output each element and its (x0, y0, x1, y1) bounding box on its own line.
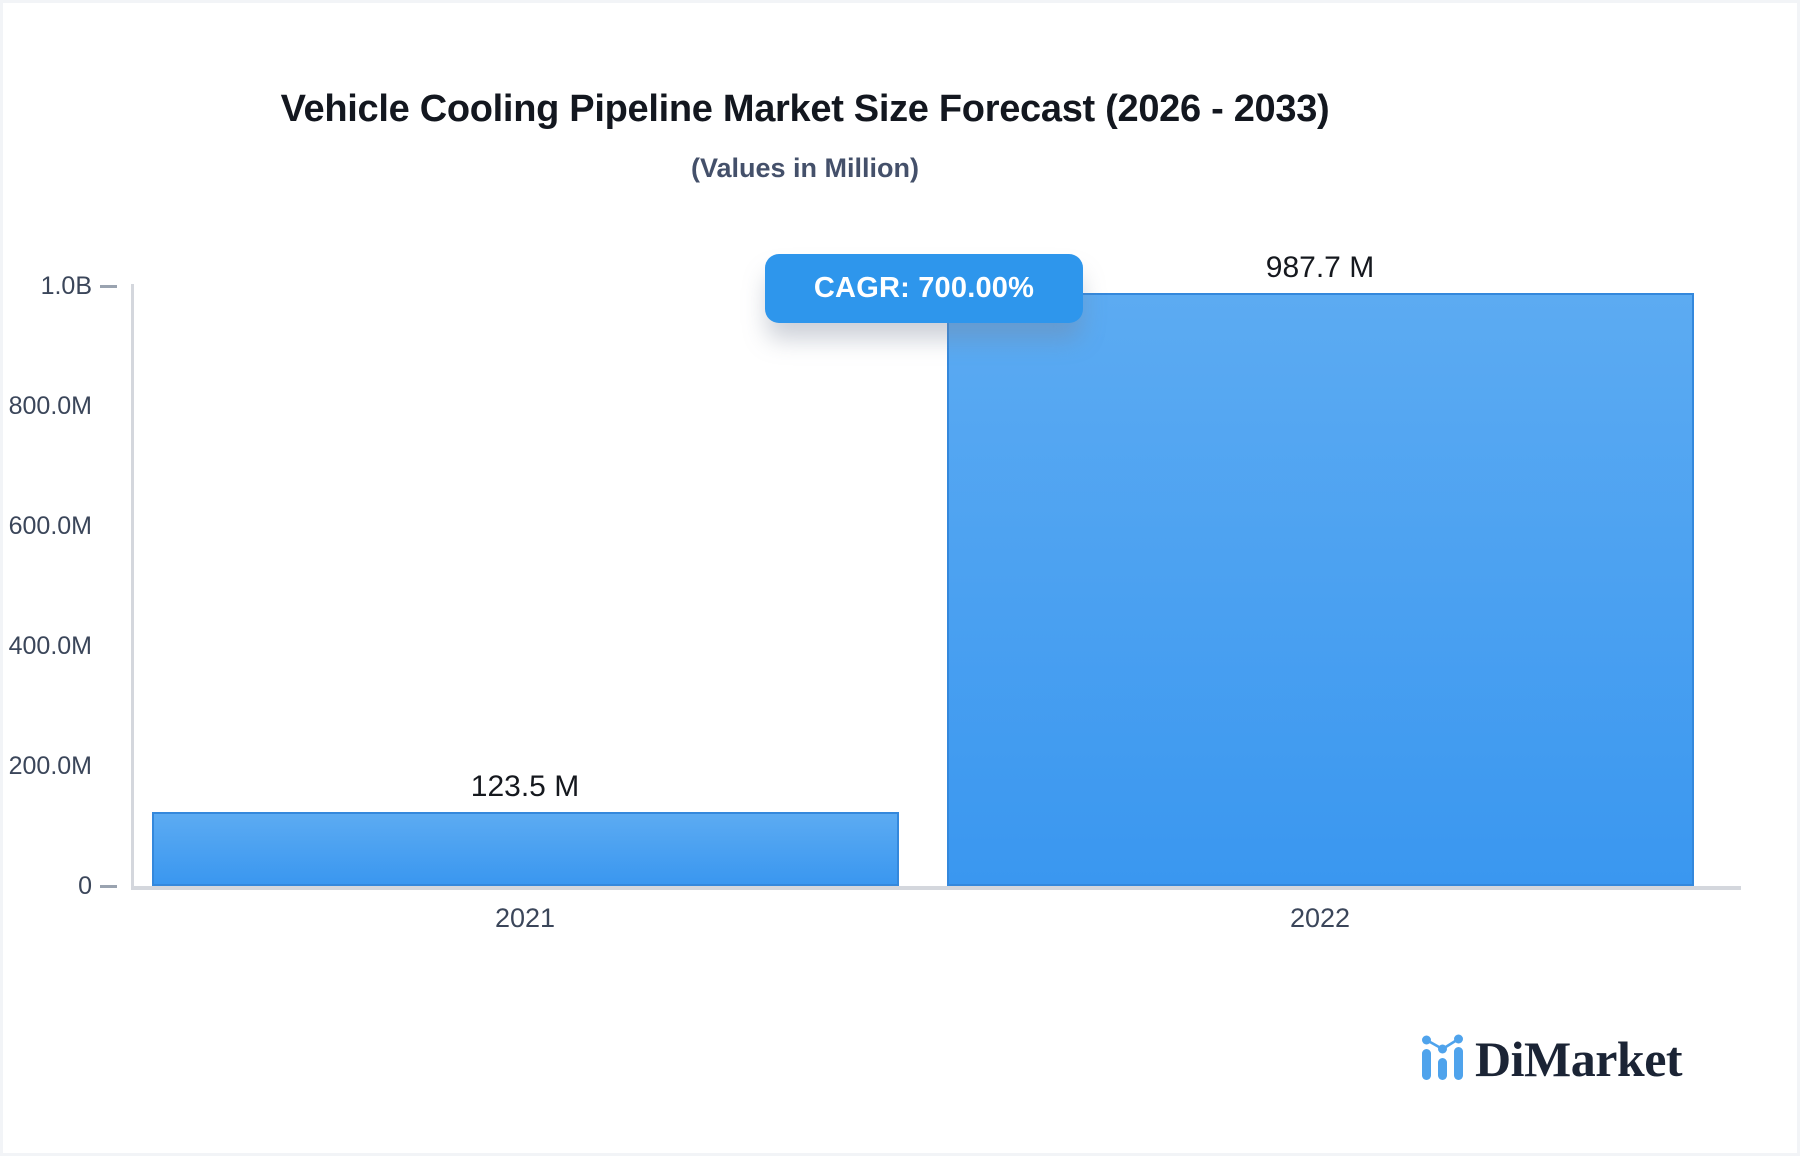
cagr-badge-text: CAGR: 700.00% (813, 272, 1035, 304)
y-axis-label: 400.0M (8, 632, 92, 660)
bar-2022[interactable] (946, 293, 1694, 886)
x-axis-line (131, 886, 1741, 890)
y-axis-line (131, 284, 134, 889)
bar-value-label-2021: 123.5 M (470, 769, 580, 803)
y-axis-label: 200.0M (8, 752, 92, 780)
brand-name: DiMarket (1475, 1031, 1683, 1087)
mini-bar-chart-icon (1422, 1034, 1463, 1080)
x-axis-label-2022: 2022 (1289, 903, 1351, 933)
chart-subtitle: (Values in Million) (690, 153, 920, 183)
y-axis-label: 600.0M (8, 512, 92, 540)
chart-header: Vehicle Cooling Pipeline Market Size For… (0, 88, 1610, 184)
y-axis-tick (100, 885, 117, 888)
y-axis-label: 0 (78, 872, 92, 900)
brand-logo: DiMarket (1421, 1031, 1683, 1087)
y-axis-label: 800.0M (8, 392, 92, 420)
chart-title: Vehicle Cooling Pipeline Market Size For… (280, 88, 1330, 130)
bar-value-label-2022: 987.7 M (1265, 251, 1375, 285)
bar-2021[interactable] (151, 811, 899, 886)
y-axis-label: 1.0B (40, 272, 92, 300)
cagr-badge: CAGR: 700.00% (765, 254, 1083, 323)
x-axis-label-2021: 2021 (494, 903, 556, 933)
y-axis-tick (100, 285, 117, 288)
